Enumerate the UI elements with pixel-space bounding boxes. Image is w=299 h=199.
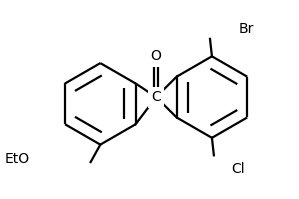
Text: Cl: Cl bbox=[231, 162, 245, 176]
Text: EtO: EtO bbox=[4, 152, 30, 166]
Text: O: O bbox=[151, 49, 161, 63]
Text: Br: Br bbox=[239, 22, 254, 36]
Text: C: C bbox=[151, 90, 161, 104]
